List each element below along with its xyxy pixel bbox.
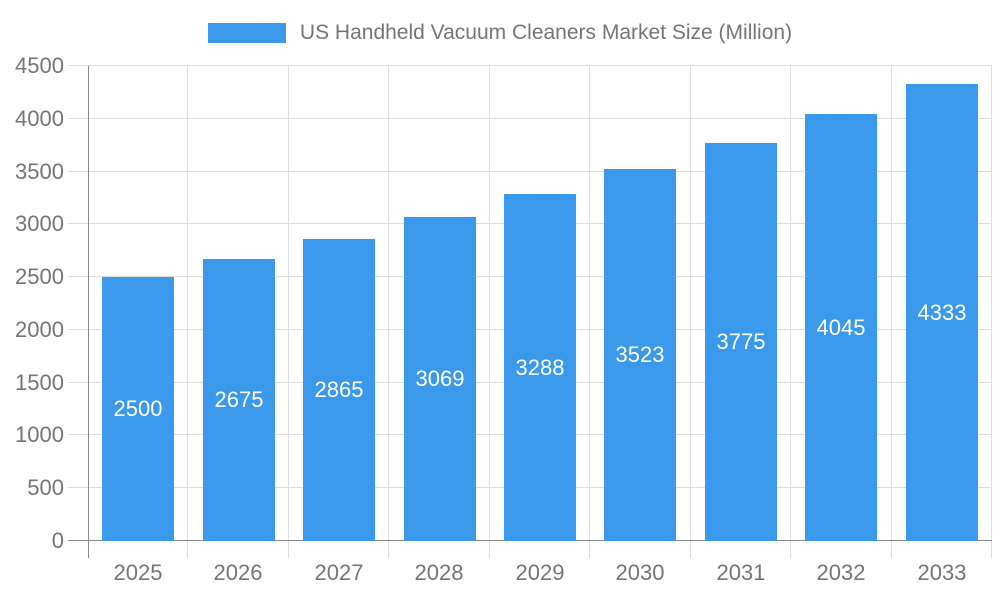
bar-2026[interactable]: 2675 — [203, 259, 275, 541]
bar-value-label-2029: 3288 — [515, 354, 565, 380]
gridline-x-6 — [690, 66, 691, 558]
bar-2031[interactable]: 3775 — [705, 143, 777, 541]
x-tick-label-2030: 2030 — [615, 560, 665, 585]
bar-2030[interactable]: 3523 — [604, 169, 676, 541]
x-tick-label-2029: 2029 — [515, 560, 565, 585]
x-tick-label-2026: 2026 — [213, 560, 263, 585]
legend: US Handheld Vacuum Cleaners Market Size … — [0, 18, 1000, 48]
gridline-y-4500 — [68, 65, 992, 66]
bar-value-label-2031: 3775 — [716, 329, 766, 354]
x-tick-label-2027: 2027 — [314, 560, 364, 585]
y-tick-label-1500: 1500 — [15, 369, 64, 395]
x-tick-label-2033: 2033 — [917, 560, 967, 585]
y-tick-label-500: 500 — [27, 475, 64, 501]
y-axis-line — [88, 66, 89, 558]
y-tick-label-4500: 4500 — [15, 53, 64, 78]
gridline-x-5 — [589, 66, 590, 558]
bar-value-label-2028: 3069 — [415, 366, 465, 391]
plot-area: 2500 2675 2865 3069 3288 3523 3775 4045 4333 — [68, 65, 992, 558]
bar-value-label-2030: 3523 — [615, 342, 665, 367]
bar-2033[interactable]: 4333 — [906, 84, 978, 541]
gridline-x-4 — [489, 66, 490, 558]
y-tick-label-2000: 2000 — [15, 316, 64, 342]
x-tick-label-2025: 2025 — [113, 560, 163, 585]
gridline-x-8 — [891, 66, 892, 558]
legend-swatch — [207, 23, 286, 43]
bar-2027[interactable]: 2865 — [303, 239, 375, 541]
x-tick-label-2028: 2028 — [414, 560, 464, 585]
y-tick-label-3000: 3000 — [15, 211, 64, 237]
bar-2028[interactable]: 3069 — [404, 217, 476, 541]
gridline-x-9 — [991, 66, 992, 558]
x-tick-label-2031: 2031 — [716, 560, 766, 585]
bar-value-label-2025: 2500 — [113, 396, 163, 421]
gridline-x-7 — [790, 66, 791, 558]
gridline-y-4000 — [68, 117, 992, 119]
bar-value-label-2026: 2675 — [214, 387, 264, 412]
gridline-y-3500 — [68, 170, 992, 172]
bar-value-label-2032: 4045 — [816, 314, 866, 340]
y-tick-label-0: 0 — [51, 528, 64, 553]
y-tick-label-3500: 3500 — [15, 158, 64, 184]
bar-2029[interactable]: 3288 — [504, 194, 576, 541]
bar-value-label-2033: 4333 — [917, 299, 967, 325]
gridline-x-3 — [388, 66, 389, 558]
legend-label: US Handheld Vacuum Cleaners Market Size … — [299, 21, 793, 44]
bar-value-label-2027: 2865 — [314, 377, 364, 402]
y-tick-label-2500: 2500 — [15, 264, 64, 290]
legend-item[interactable]: US Handheld Vacuum Cleaners Market Size … — [207, 21, 793, 45]
gridline-x-2 — [288, 66, 289, 558]
y-tick-label-4000: 4000 — [15, 105, 64, 131]
bar-2032[interactable]: 4045 — [805, 114, 877, 541]
gridline-x-1 — [187, 66, 188, 558]
x-tick-label-2032: 2032 — [816, 560, 866, 585]
y-tick-label-1000: 1000 — [15, 422, 64, 448]
bar-2025[interactable]: 2500 — [102, 277, 174, 541]
